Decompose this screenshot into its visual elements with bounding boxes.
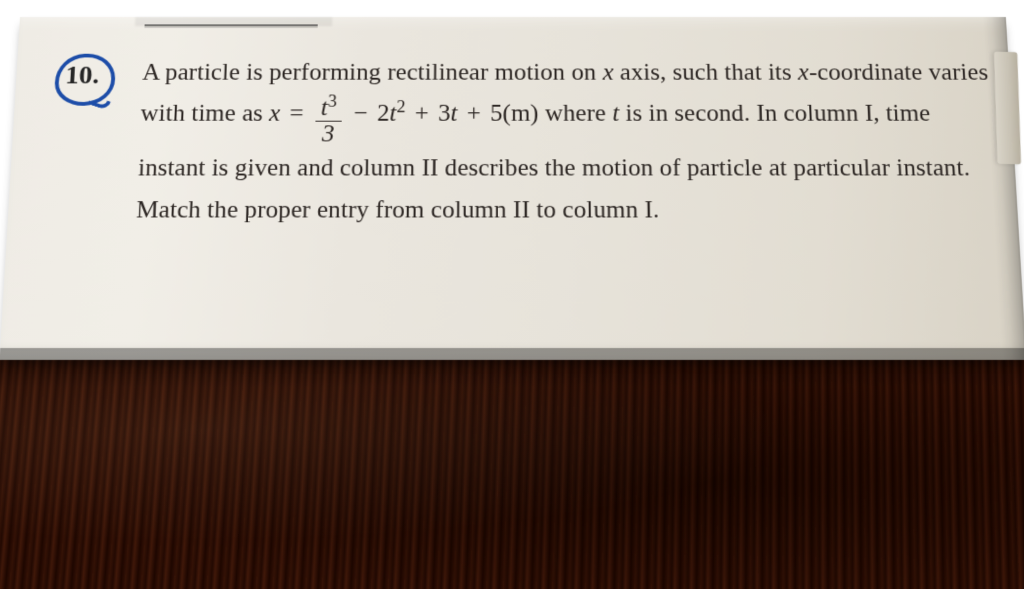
problem-10: 10. A particle is performing rectilinear…: [35, 52, 1019, 231]
f-a-exp: 2: [396, 97, 405, 116]
scene: 10. A particle is performing rectilinear…: [0, 17, 1024, 589]
f-minus1: −: [353, 99, 368, 126]
question-number-wrap: 10.: [41, 52, 122, 119]
f-frac-num-exp: 3: [328, 91, 337, 110]
formula: x = t3 3 − 2t2 + 3t + 5(m): [269, 99, 545, 126]
f-frac-num: t3: [316, 95, 342, 121]
f-frac: t3 3: [315, 95, 342, 146]
q-time-var: t: [612, 99, 619, 126]
f-eq: =: [289, 99, 304, 126]
question-text: A particle is performing rectilinear mot…: [135, 52, 1017, 231]
f-unit-close: ): [530, 99, 538, 126]
f-lhs: x: [269, 99, 281, 126]
f-plus1: +: [415, 99, 429, 126]
previous-section-rule: [145, 24, 318, 26]
q-text-1: A particle is performing rectilinear mot…: [142, 58, 597, 85]
f-c: 5: [490, 99, 503, 126]
f-b-coeff: 3: [438, 99, 451, 126]
f-plus2: +: [467, 99, 481, 126]
adjacent-page-curl: [994, 52, 1021, 165]
textbook-page: 10. A particle is performing rectilinear…: [0, 17, 1024, 360]
f-a-coeff: 2: [377, 99, 390, 126]
question-number: 10.: [43, 61, 122, 91]
f-unit: m: [511, 99, 530, 126]
pen-circle-tail-icon: [88, 95, 111, 110]
f-frac-den: 3: [315, 121, 341, 146]
coord-phrase: x-coordinate: [797, 58, 923, 85]
f-unit-open: (: [503, 99, 511, 126]
q-text-1b: , such that its: [660, 58, 792, 85]
wooden-desk: [0, 325, 1024, 589]
f-b-var: t: [450, 99, 457, 126]
q-text-where: where: [545, 99, 606, 126]
var-x-axis: x: [602, 58, 613, 85]
axis-inline: x axis: [602, 58, 660, 85]
